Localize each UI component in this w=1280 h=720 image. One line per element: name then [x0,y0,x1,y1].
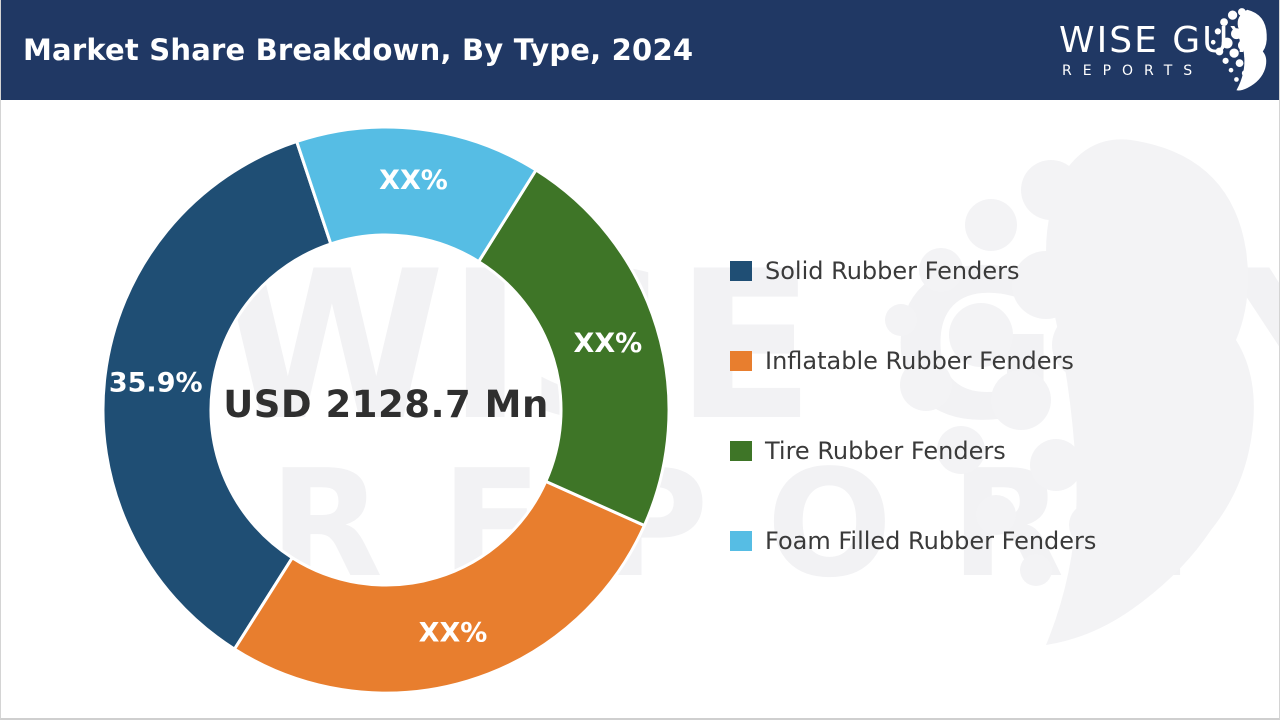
legend-swatch [730,261,752,281]
watermark-head-icon [885,139,1254,645]
chart-center-value: USD 2128.7 Mn [223,383,549,426]
segment-label-3: XX% [379,165,448,196]
donut-segment-3 [295,125,538,264]
legend-swatch [730,351,752,371]
segment-label-2: XX% [574,328,643,359]
legend-item-solid-rubber-fenders: Solid Rubber Fenders [730,249,1096,293]
brand-logo: WISE GUY REPORTS [1031,6,1271,94]
legend-swatch [730,441,752,461]
donut-segment-0 [101,140,333,651]
chart-legend: Solid Rubber Fenders Inflatable Rubber F… [730,249,1096,609]
legend-item-inflatable-rubber-fenders: Inflatable Rubber Fenders [730,339,1096,383]
legend-label: Solid Rubber Fenders [765,257,1020,285]
page-title: Market Share Breakdown, By Type, 2024 [23,33,694,67]
legend-label: Inflatable Rubber Fenders [765,347,1074,375]
legend-label: Foam Filled Rubber Fenders [765,527,1097,555]
legend-label: Tire Rubber Fenders [765,437,1006,465]
logo-subtitle: REPORTS [1062,63,1204,79]
legend-item-tire-rubber-fenders: Tire Rubber Fenders [730,429,1096,473]
logo-head-icon [1210,8,1267,91]
donut-segment-2 [477,168,671,527]
legend-item-foam-filled-rubber-fenders: Foam Filled Rubber Fenders [730,519,1096,563]
legend-swatch [730,531,752,551]
segment-label-0: 35.9% [109,367,203,398]
header-bar: Market Share Breakdown, By Type, 2024 WI… [1,0,1279,100]
segment-label-1: XX% [419,618,488,649]
donut-segment-1 [233,479,646,695]
donut-chart: 35.9% XX% XX% XX% [101,125,671,695]
